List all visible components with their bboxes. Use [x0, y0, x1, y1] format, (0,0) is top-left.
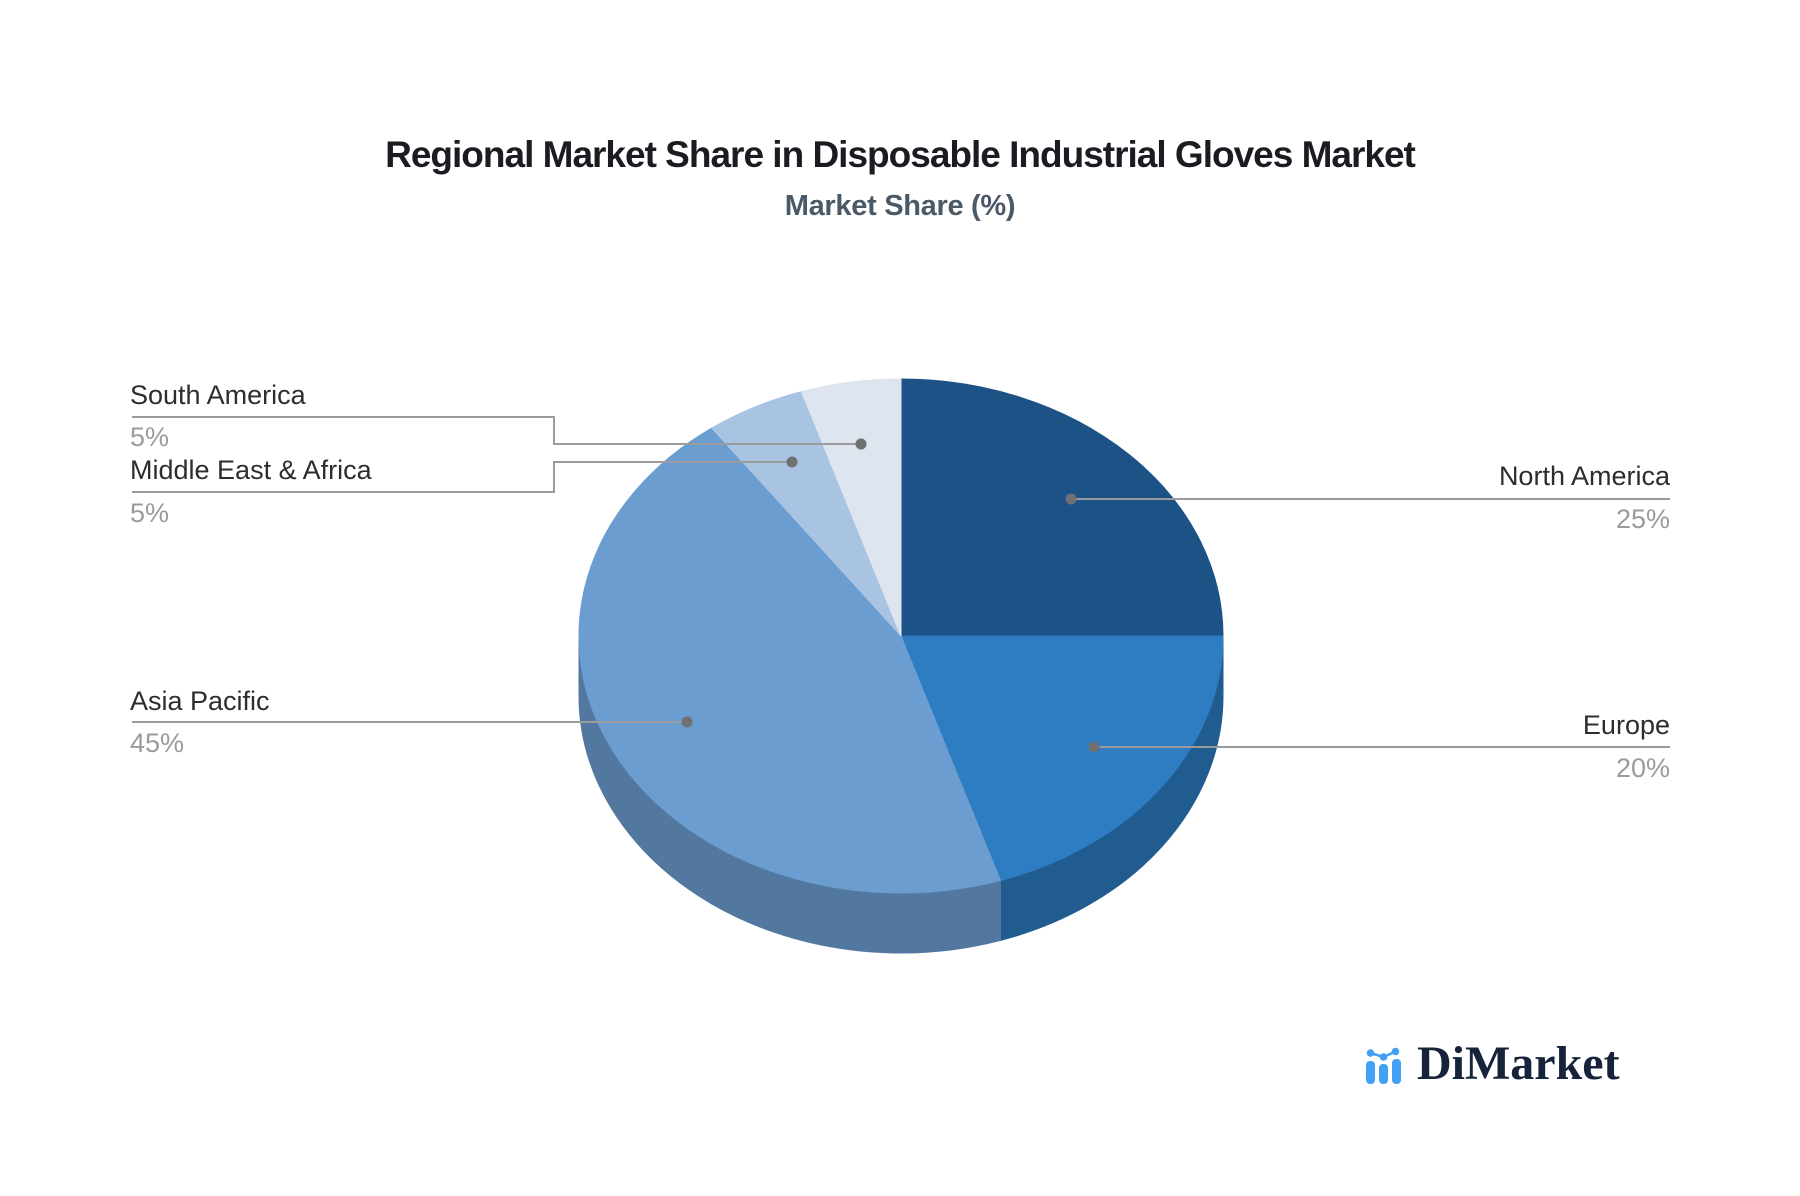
- callout-line-middle-east-africa: [132, 461, 792, 493]
- label-middle-east-africa: Middle East & Africa: [130, 455, 372, 485]
- value-middle-east-africa: 5%: [130, 498, 170, 528]
- value-europe: 20%: [1615, 753, 1670, 783]
- pie-slice-north-america[interactable]: [900, 378, 1224, 637]
- logo-text: DiMarket: [1417, 1037, 1620, 1090]
- callout-dot-south-america: [855, 438, 867, 450]
- callout-dot-middle-east-africa: [786, 456, 798, 468]
- callout-layer: [132, 416, 1670, 753]
- value-south-america: 5%: [130, 422, 170, 452]
- callout-dot-europe: [1088, 741, 1100, 753]
- pie-layer: [578, 378, 1224, 954]
- bar-chart-logo-icon: [1366, 1047, 1401, 1084]
- pie-slice-asia-pacific[interactable]: [578, 427, 1002, 894]
- callout-dot-asia-pacific: [681, 716, 693, 728]
- label-north-america: North America: [1498, 461, 1670, 491]
- callout-line-south-america: [132, 416, 861, 445]
- pie-slice-europe[interactable]: [900, 635, 1224, 882]
- callout-dot-north-america: [1065, 493, 1077, 505]
- chart-subtitle: Market Share (%): [784, 190, 1016, 222]
- label-south-america: South America: [130, 380, 306, 410]
- label-asia-pacific: Asia Pacific: [130, 686, 270, 716]
- label-europe: Europe: [1582, 710, 1670, 740]
- chart-title: Regional Market Share in Disposable Indu…: [385, 134, 1416, 175]
- logo: DiMarket: [1366, 1040, 1620, 1088]
- value-asia-pacific: 45%: [130, 728, 185, 758]
- value-north-america: 25%: [1615, 504, 1670, 534]
